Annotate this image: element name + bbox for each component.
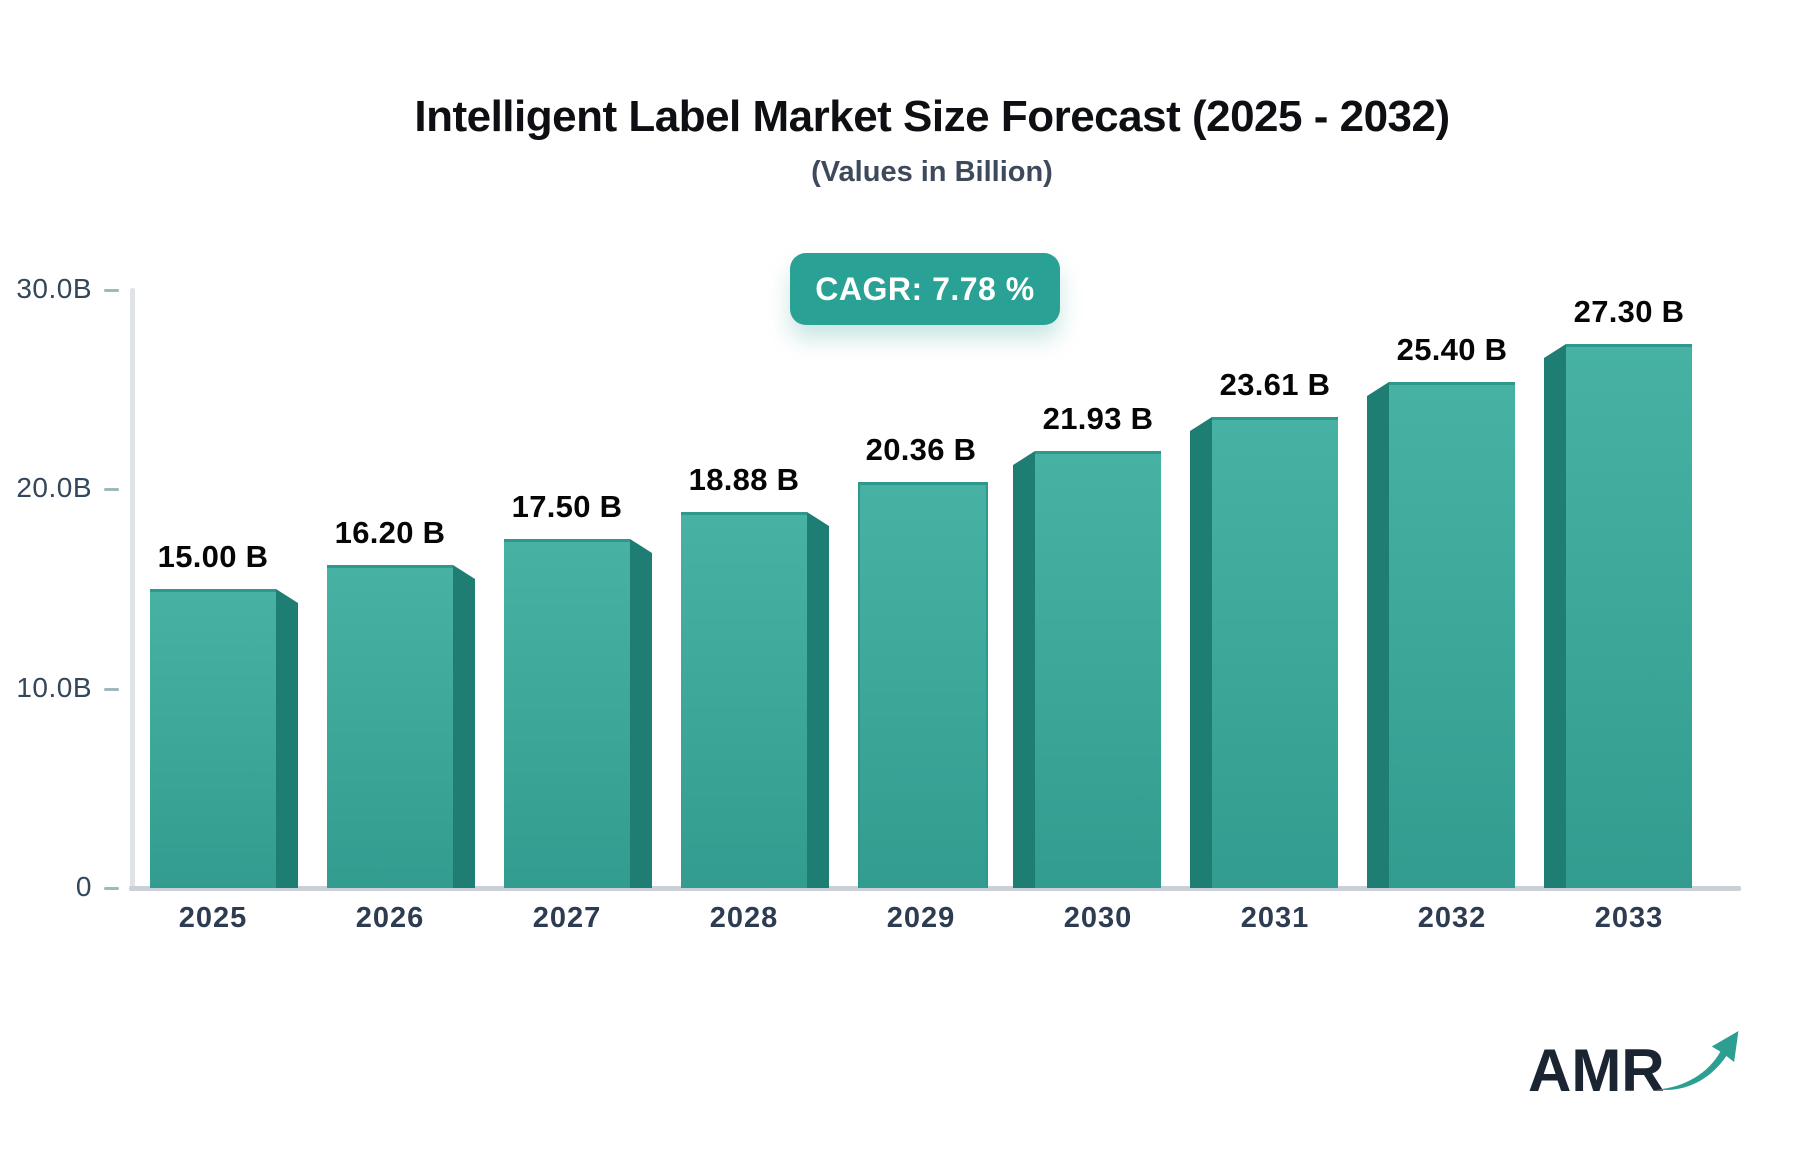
bar-value-label-2031: 23.61 B xyxy=(1219,367,1331,402)
bar-2029 xyxy=(858,482,988,888)
bar-2028 xyxy=(681,512,807,888)
growth-arrow-icon xyxy=(1656,1031,1739,1090)
y-tick-mark xyxy=(104,887,119,890)
amr-logo: AMR xyxy=(1528,1031,1741,1108)
x-axis-label-2031: 2031 xyxy=(1240,902,1310,934)
y-tick-label-0: 0 xyxy=(75,871,92,902)
bar-value-label-2025: 15.00 B xyxy=(157,539,269,574)
y-axis-line xyxy=(130,288,135,888)
y-tick-label-20.0B: 20.0B xyxy=(16,472,92,503)
bar-value-label-2030: 21.93 B xyxy=(1042,401,1154,436)
x-axis-baseline xyxy=(129,886,1741,891)
x-axis-label-2032: 2032 xyxy=(1417,902,1487,934)
bar-2027 xyxy=(504,539,630,888)
bar-value-label-2029: 20.36 B xyxy=(865,432,977,467)
bar-2033 xyxy=(1566,344,1692,888)
bar-side-face-2028 xyxy=(807,512,829,888)
y-tick-mark xyxy=(104,488,119,491)
bar-value-label-2026: 16.20 B xyxy=(334,515,446,550)
cagr-badge-label: CAGR: 7.78 % xyxy=(815,270,1035,307)
bar-value-label-2033: 27.30 B xyxy=(1573,294,1685,329)
y-tick-mark xyxy=(104,289,119,292)
bar-2032 xyxy=(1389,382,1515,888)
x-axis-label-2027: 2027 xyxy=(532,902,602,934)
amr-logo-text: AMR xyxy=(1528,1036,1665,1104)
x-axis-label-2028: 2028 xyxy=(709,902,779,934)
bar-side-face-2026 xyxy=(453,565,475,888)
bar-side-face-2027 xyxy=(630,539,652,888)
bar-value-label-2032: 25.40 B xyxy=(1396,332,1508,367)
y-tick-mark xyxy=(104,688,119,691)
bar-2025 xyxy=(150,589,276,888)
y-tick-label-10.0B: 10.0B xyxy=(16,672,92,703)
bar-side-face-2030 xyxy=(1013,451,1035,888)
x-axis-label-2029: 2029 xyxy=(886,902,956,934)
bar-value-label-2027: 17.50 B xyxy=(511,489,623,524)
y-tick-label-30.0B: 30.0B xyxy=(16,273,92,304)
chart-header: Intelligent Label Market Size Forecast (… xyxy=(64,92,1800,189)
bar-side-face-2025 xyxy=(276,589,298,888)
x-axis-label-2033: 2033 xyxy=(1594,902,1664,934)
bar-value-label-2028: 18.88 B xyxy=(688,462,800,497)
bar-2031 xyxy=(1212,417,1338,888)
x-axis-label-2026: 2026 xyxy=(355,902,425,934)
cagr-badge: CAGR: 7.78 % xyxy=(790,253,1060,325)
x-axis-label-2025: 2025 xyxy=(178,902,248,934)
chart-title: Intelligent Label Market Size Forecast (… xyxy=(414,92,1450,141)
bar-2030 xyxy=(1035,451,1161,888)
bar-side-face-2033 xyxy=(1544,344,1566,888)
x-axis-label-2030: 2030 xyxy=(1063,902,1133,934)
bar-side-face-2032 xyxy=(1367,382,1389,888)
bar-2026 xyxy=(327,565,453,888)
bar-side-face-2031 xyxy=(1190,417,1212,888)
chart-subtitle: (Values in Billion) xyxy=(811,156,1053,188)
